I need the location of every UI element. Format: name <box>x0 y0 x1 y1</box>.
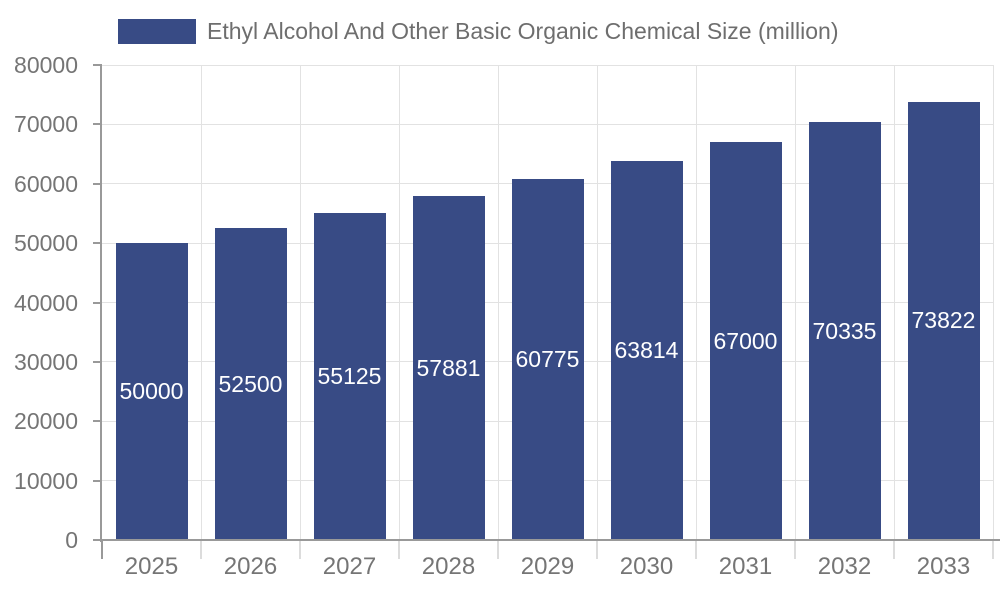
bar-2030: 63814 <box>610 161 683 540</box>
bar-2032: 70335 <box>808 122 881 540</box>
gridline-vertical <box>893 65 895 540</box>
bar-value-label: 70335 <box>812 317 877 344</box>
x-axis-tick <box>398 541 400 559</box>
gridline-vertical <box>497 65 499 540</box>
gridline-vertical <box>695 65 697 540</box>
y-axis-line <box>100 65 102 542</box>
y-axis-tick <box>93 64 102 66</box>
x-axis-tick <box>794 541 796 559</box>
x-axis-line <box>98 539 1000 541</box>
bar-2031: 67000 <box>709 142 782 540</box>
bar-2029: 60775 <box>511 179 584 540</box>
bar-2027: 55125 <box>313 212 386 540</box>
legend-label: Ethyl Alcohol And Other Basic Organic Ch… <box>207 18 839 44</box>
bar-value-label: 52500 <box>218 370 283 397</box>
x-axis-tick-label: 2033 <box>916 553 971 580</box>
y-axis-tick-label: 30000 <box>14 348 78 375</box>
gridline-horizontal <box>102 123 993 125</box>
bar-value-label: 57881 <box>416 354 481 381</box>
x-axis-tick <box>695 541 697 559</box>
gridline-vertical <box>992 65 994 540</box>
gridline-vertical <box>299 65 301 540</box>
y-axis-tick-label: 60000 <box>14 170 78 197</box>
x-axis-tick-label: 2025 <box>124 553 179 580</box>
y-axis-tick <box>93 420 102 423</box>
x-axis-tick <box>596 541 598 559</box>
legend-item[interactable]: Ethyl Alcohol And Other Basic Organic Ch… <box>118 17 838 45</box>
y-axis-tick-label: 70000 <box>14 111 78 138</box>
y-axis-tick-label: 50000 <box>14 230 78 257</box>
y-axis-tick-label: 80000 <box>14 52 78 78</box>
y-axis-tick <box>93 539 102 541</box>
x-axis-tick <box>101 541 103 559</box>
gridline-vertical <box>596 65 598 540</box>
gridline-horizontal <box>102 64 993 66</box>
x-axis-tick-label: 2027 <box>322 553 377 580</box>
x-axis-tick-label: 2029 <box>520 553 575 580</box>
y-axis-tick <box>93 123 102 126</box>
gridline-vertical <box>398 65 400 540</box>
legend-swatch <box>118 18 196 44</box>
y-axis-tick <box>93 242 102 245</box>
x-axis-tick-label: 2030 <box>619 553 674 580</box>
bar-value-label: 67000 <box>713 327 778 354</box>
gridline-vertical <box>200 65 202 540</box>
y-axis-tick-label: 10000 <box>14 467 78 494</box>
bar-value-label: 63814 <box>614 337 679 364</box>
y-axis-tick <box>93 182 102 185</box>
y-axis-tick <box>93 479 102 482</box>
gridline-vertical <box>794 65 796 540</box>
x-axis-tick-label: 2032 <box>817 553 872 580</box>
y-axis-tick <box>93 301 102 304</box>
x-axis-tick <box>200 541 202 559</box>
bar-value-label: 73822 <box>911 307 976 334</box>
y-axis-tick-label: 20000 <box>14 408 78 435</box>
y-axis-tick <box>93 360 102 363</box>
bar-value-label: 50000 <box>119 378 184 405</box>
x-axis-tick <box>893 541 895 559</box>
bar-2025: 50000 <box>115 243 188 540</box>
bar-2026: 52500 <box>214 228 287 540</box>
x-axis-tick-label: 2026 <box>223 553 278 580</box>
x-axis-tick <box>992 541 994 559</box>
bar-2033: 73822 <box>907 101 980 540</box>
y-axis-tick-label: 0 <box>65 527 78 553</box>
x-axis-tick <box>299 541 301 559</box>
bar-2028: 57881 <box>412 196 485 540</box>
bar-value-label: 55125 <box>317 362 382 389</box>
x-axis-tick <box>497 541 499 559</box>
y-axis-tick-label: 40000 <box>14 289 78 316</box>
bar-value-label: 60775 <box>515 346 580 373</box>
x-axis-tick-label: 2028 <box>421 553 476 580</box>
x-axis-tick-label: 2031 <box>718 553 773 580</box>
